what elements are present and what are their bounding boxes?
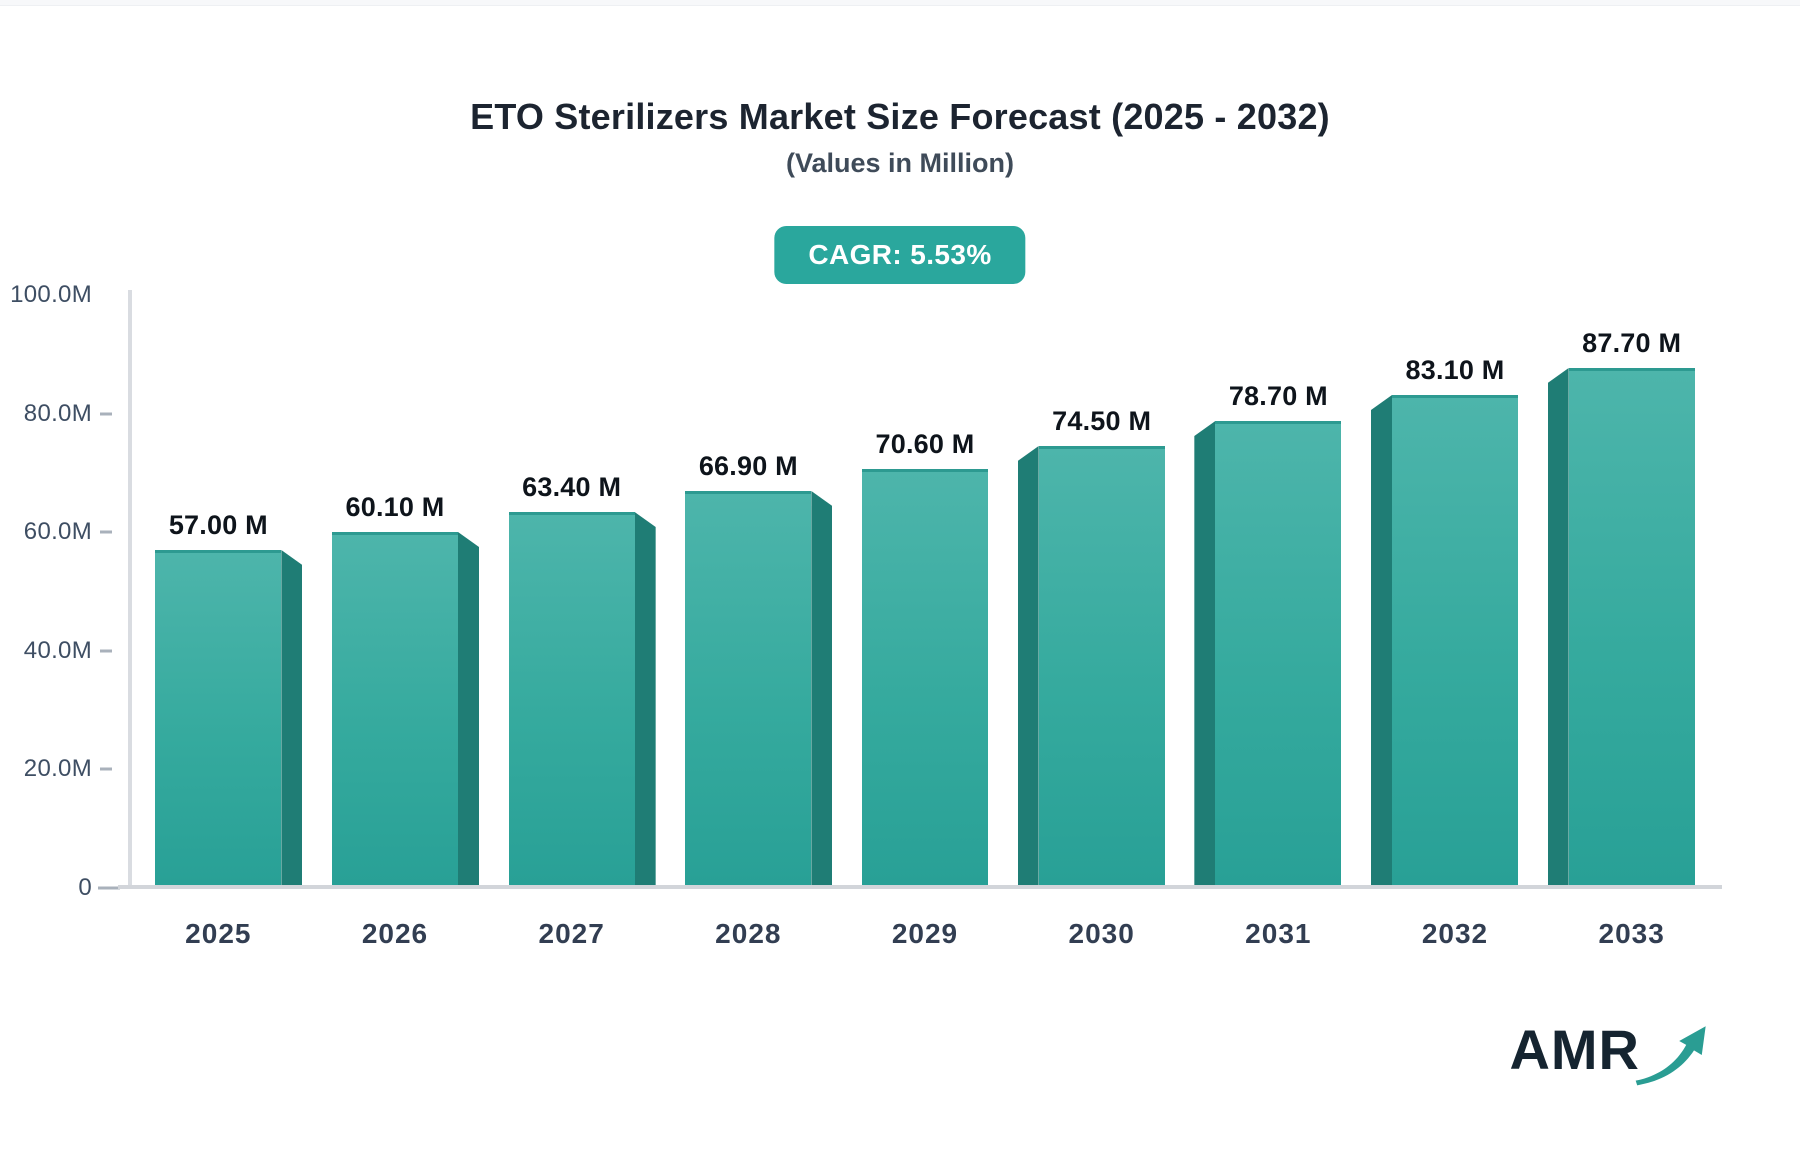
page-title: ETO Sterilizers Market Size Forecast (20… <box>470 96 1330 137</box>
bar-value-label-2025: 57.00 M <box>168 510 268 540</box>
amr-logo-text: AMR <box>1509 1018 1640 1081</box>
bar-2031-side-shade <box>1194 421 1216 888</box>
x-tick-label-2029: 2029 <box>891 918 959 949</box>
x-tick-label-2028: 2028 <box>715 918 782 949</box>
y-tick-mark <box>100 530 112 534</box>
bar-2030 <box>1038 446 1165 888</box>
x-tick-label-2031: 2031 <box>1245 918 1312 949</box>
y-tick-mark <box>100 767 112 771</box>
x-tick-label-2033: 2033 <box>1598 918 1665 949</box>
cagr-badge: CAGR: 5.53% <box>774 226 1026 284</box>
bar-value-label-2027: 63.40 M <box>522 472 622 502</box>
y-tick-label: 60.0M <box>23 518 92 546</box>
y-tick-mark <box>98 886 120 890</box>
bar-value-label-2033: 87.70 M <box>1582 328 1682 358</box>
bar-value-label-2028: 66.90 M <box>698 451 798 481</box>
bar-2032 <box>1392 395 1518 888</box>
bar-2028 <box>685 491 812 888</box>
x-tick-label-2027: 2027 <box>538 918 605 949</box>
y-tick-label: 0 <box>78 874 92 901</box>
bar-value-label-2031: 78.70 M <box>1228 381 1328 411</box>
y-tick-label: 80.0M <box>23 399 92 427</box>
bar-2025 <box>155 550 282 888</box>
bar-2026-side-shade <box>458 532 479 888</box>
bar-2033 <box>1568 368 1695 888</box>
bar-2027 <box>508 512 635 888</box>
y-tick-label: 20.0M <box>23 755 92 783</box>
page-subtitle: (Values in Million) <box>785 148 1015 178</box>
bar-2026 <box>332 532 458 888</box>
bar-2025-side-shade <box>281 550 303 888</box>
bar-value-label-2032: 83.10 M <box>1405 355 1505 385</box>
bar-2028-side-shade <box>811 491 833 888</box>
bar-2031 <box>1215 421 1342 888</box>
x-tick-label-2030: 2030 <box>1068 918 1135 949</box>
x-axis-baseline <box>118 885 1722 889</box>
bar-2032-side-shade <box>1371 395 1392 888</box>
growth-arrow-icon <box>1634 1020 1712 1095</box>
y-tick-mark <box>100 412 112 416</box>
bar-2027-side-shade <box>634 512 656 888</box>
bar-2033-side-shade <box>1547 368 1569 888</box>
x-tick-label-2025: 2025 <box>185 918 252 949</box>
amr-logo: AMR <box>1509 1022 1712 1095</box>
x-tick-label-2026: 2026 <box>361 918 429 949</box>
top-band <box>0 0 1800 6</box>
y-tick-mark <box>100 649 112 653</box>
y-tick-label: 100.0M <box>10 281 92 308</box>
bar-2029 <box>862 469 988 888</box>
bar-value-label-2030: 74.50 M <box>1052 406 1152 436</box>
y-axis-line <box>128 290 132 888</box>
y-tick-label: 40.0M <box>23 636 92 664</box>
bar-value-label-2026: 60.10 M <box>345 492 445 522</box>
bar-value-label-2029: 70.60 M <box>875 429 975 459</box>
x-tick-label-2032: 2032 <box>1421 918 1489 949</box>
bar-2030-side-shade <box>1017 446 1039 888</box>
